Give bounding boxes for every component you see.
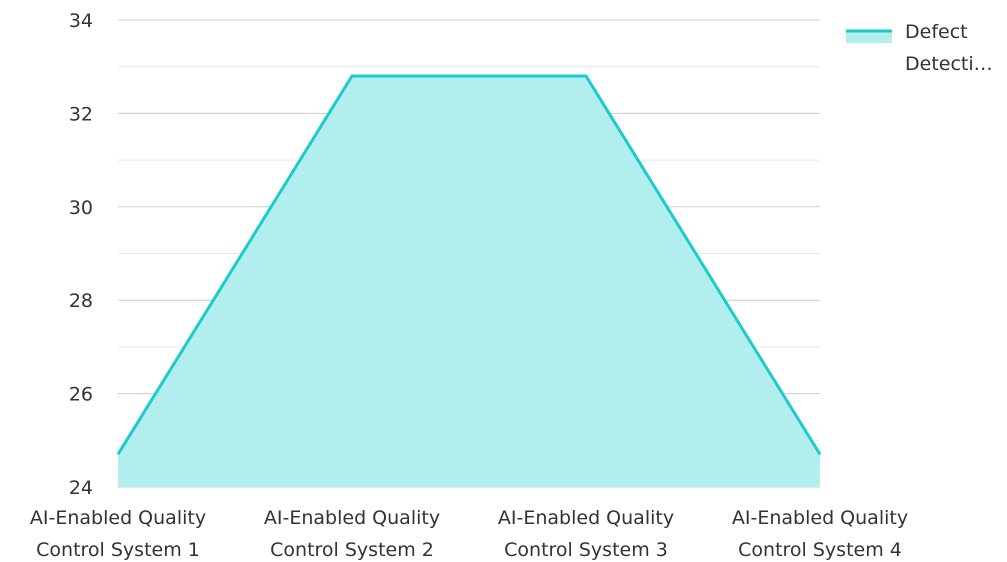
- legend-swatch-fill: [846, 31, 892, 43]
- y-tick-label: 28: [69, 290, 93, 312]
- legend-label-line-2: Detecti…: [905, 53, 993, 75]
- x-tick-label: AI-Enabled Quality Control System 4: [732, 507, 908, 561]
- x-tick-label: AI-Enabled Quality Control System 2: [264, 507, 440, 561]
- x-tick-label: AI-Enabled Quality Control System 3: [498, 507, 674, 561]
- legend[interactable]: Defect Detecti…: [846, 21, 993, 75]
- y-tick-label: 34: [69, 10, 93, 32]
- x-axis: AI-Enabled Quality Control System 1 AI-Ena…: [30, 507, 908, 561]
- y-tick-label: 26: [69, 384, 93, 406]
- legend-label-line-1: Defect: [905, 21, 968, 43]
- y-tick-label: 30: [69, 197, 93, 219]
- series-area-fill: [118, 76, 820, 487]
- y-axis: 24 26 28 30 32 34: [69, 10, 93, 499]
- y-tick-label: 24: [69, 477, 93, 499]
- x-tick-label: AI-Enabled Quality Control System 1: [30, 507, 206, 561]
- series-line: [116, 74, 822, 456]
- y-tick-label: 32: [69, 103, 93, 125]
